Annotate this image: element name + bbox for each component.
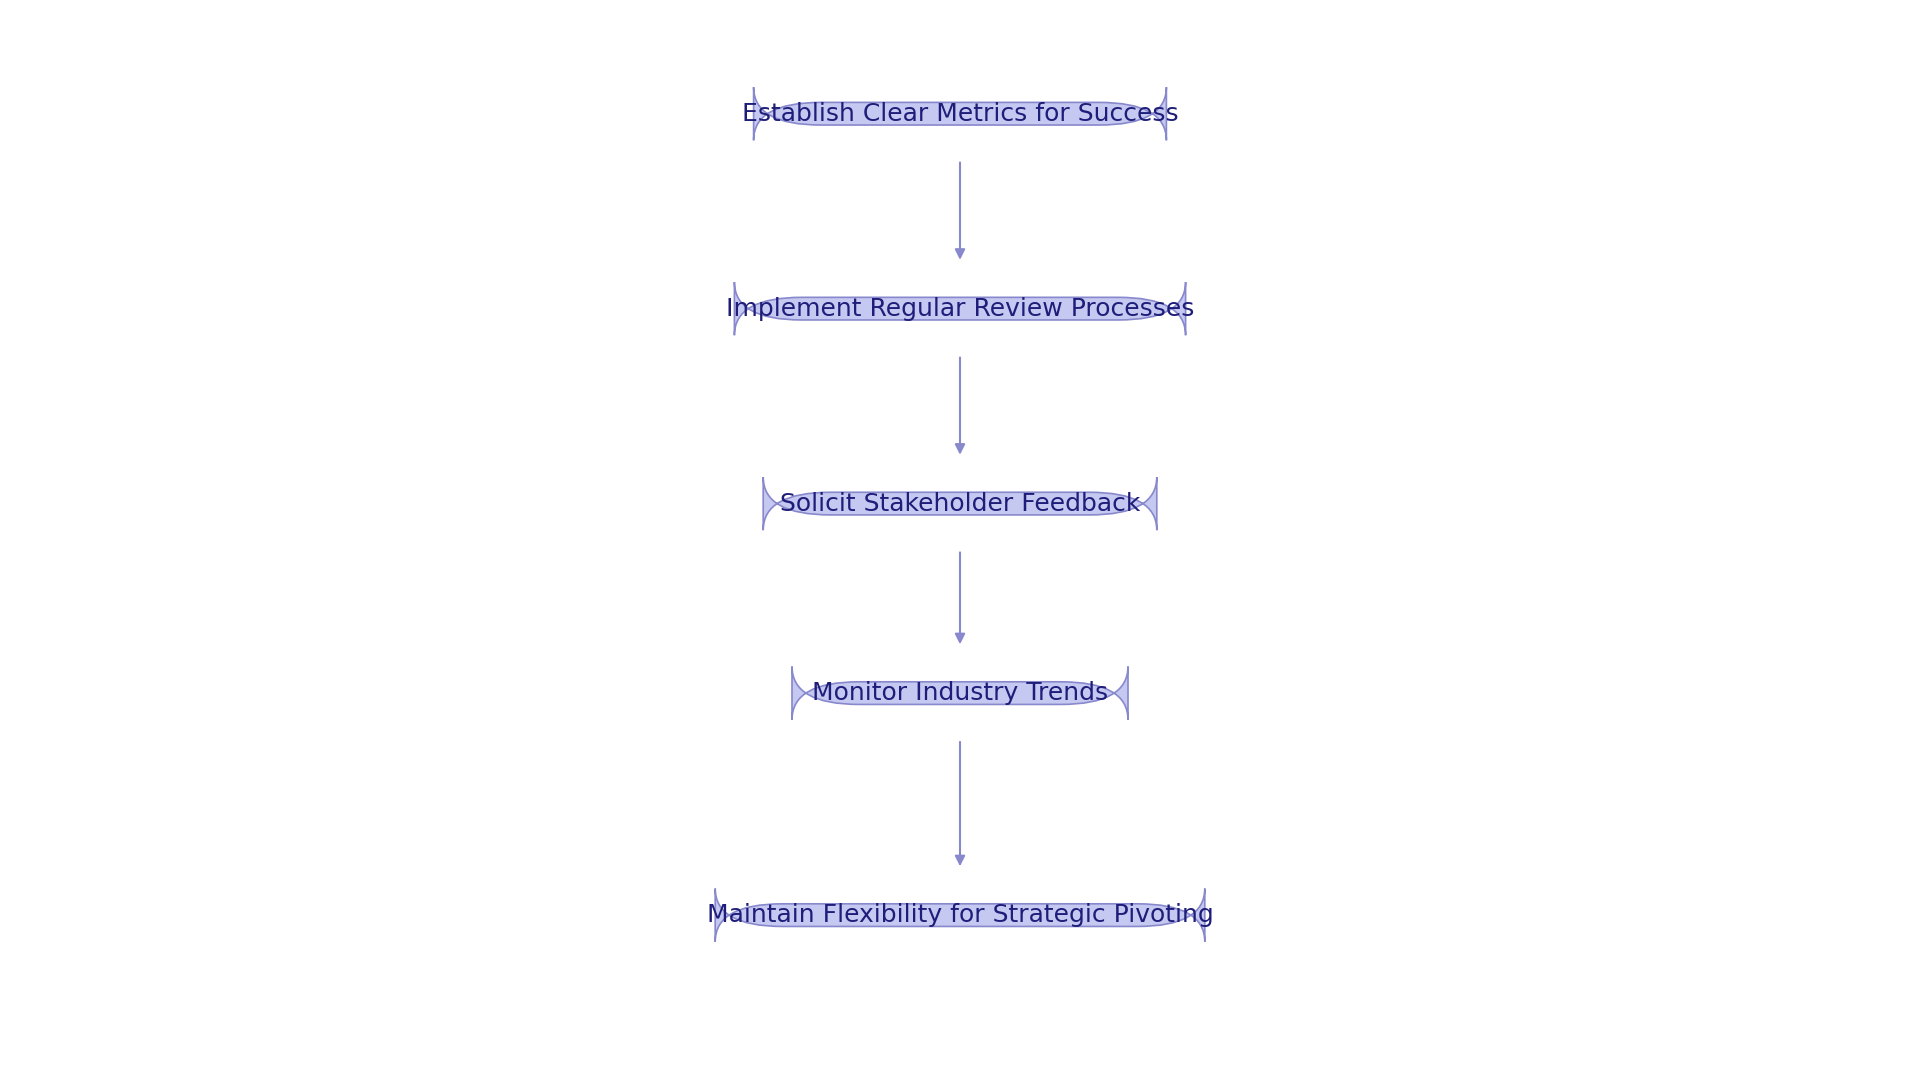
FancyBboxPatch shape <box>753 87 1165 141</box>
FancyBboxPatch shape <box>714 888 1206 942</box>
FancyBboxPatch shape <box>733 282 1185 336</box>
FancyBboxPatch shape <box>762 477 1156 531</box>
Text: Monitor Industry Trends: Monitor Industry Trends <box>812 681 1108 705</box>
Text: Maintain Flexibility for Strategic Pivoting: Maintain Flexibility for Strategic Pivot… <box>707 903 1213 927</box>
Text: Solicit Stakeholder Feedback: Solicit Stakeholder Feedback <box>780 492 1140 516</box>
FancyBboxPatch shape <box>791 666 1127 720</box>
Text: Implement Regular Review Processes: Implement Regular Review Processes <box>726 297 1194 321</box>
Text: Establish Clear Metrics for Success: Establish Clear Metrics for Success <box>741 102 1179 126</box>
